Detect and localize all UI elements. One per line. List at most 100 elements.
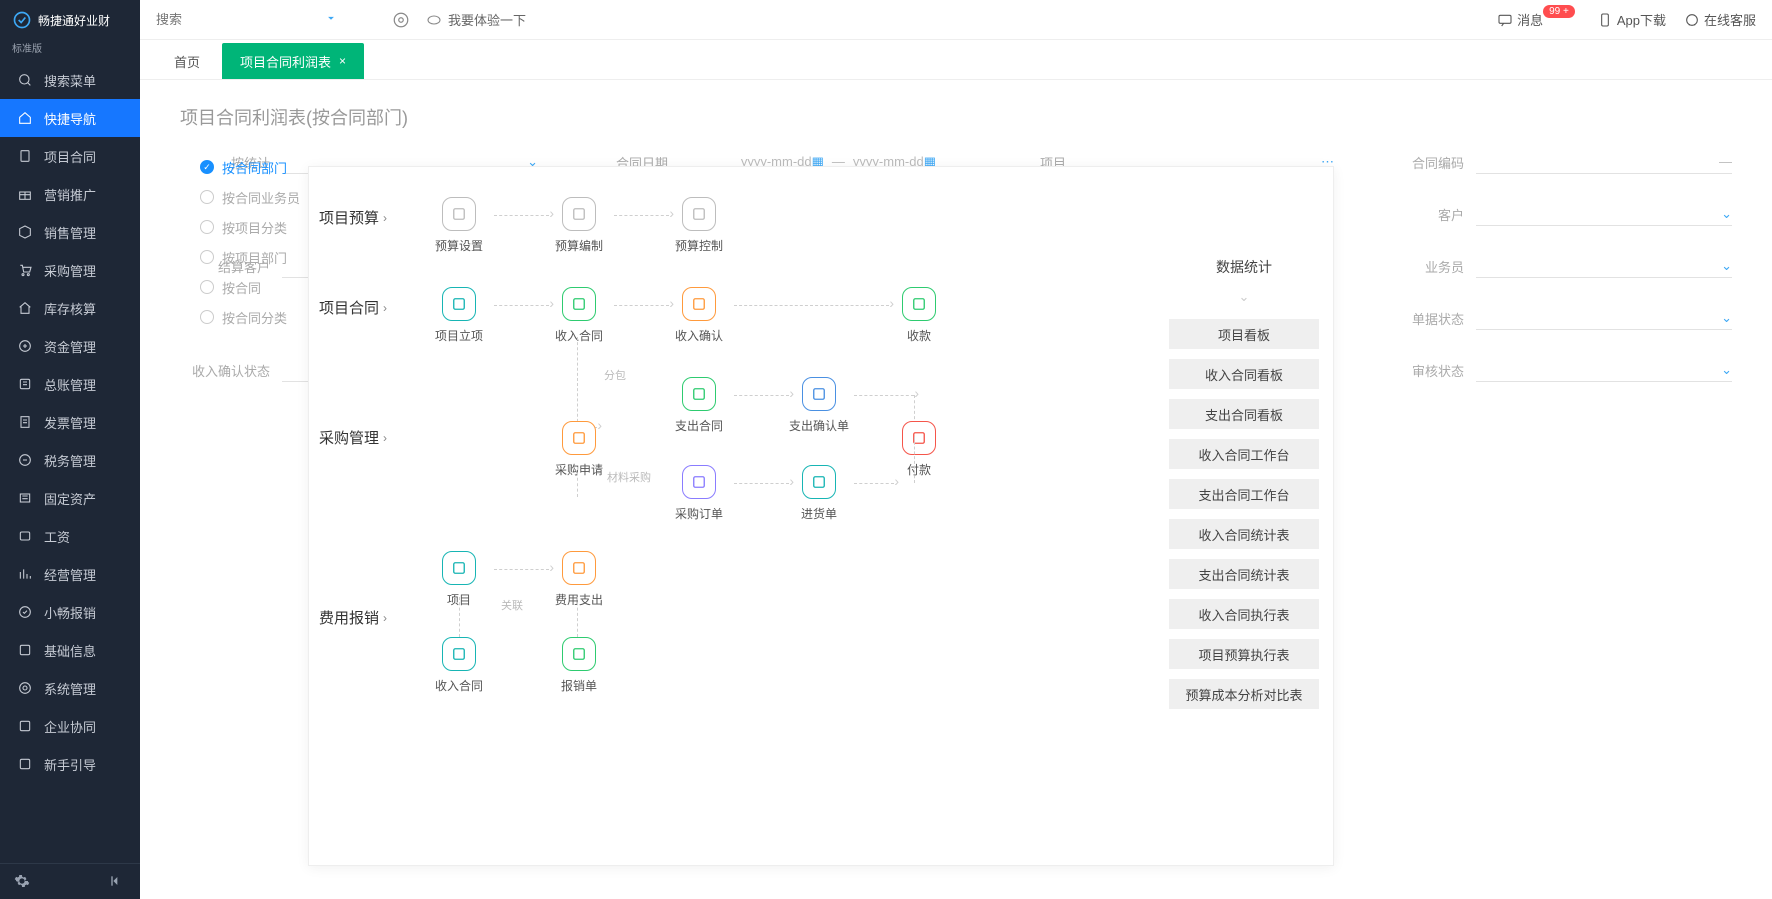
sidebar-item-label: 搜索菜单 <box>44 71 96 90</box>
messages-badge: 99 + <box>1543 5 1575 18</box>
stats-button[interactable]: 预算成本分析对比表 <box>1169 679 1319 709</box>
stats-button[interactable]: 支出合同看板 <box>1169 399 1319 429</box>
section-title: 项目预算› <box>319 207 387 228</box>
tabbar: 首页 项目合同利润表 × <box>140 40 1772 80</box>
gear-icon[interactable] <box>392 11 410 29</box>
sidebar-item-11[interactable]: 固定资产 <box>0 479 140 517</box>
stats-button[interactable]: 支出合同统计表 <box>1169 559 1319 589</box>
stats-panel: 数据统计⌄项目看板收入合同看板支出合同看板收入合同工作台支出合同工作台收入合同统… <box>1169 257 1319 709</box>
stats-button[interactable]: 收入合同统计表 <box>1169 519 1319 549</box>
group-option[interactable]: 按项目分类 <box>170 212 300 242</box>
tax-icon <box>16 451 34 469</box>
flow-node-reimburse[interactable]: 报销单 <box>549 637 609 694</box>
filter-input[interactable]: ⌄ <box>1476 254 1732 278</box>
chevron-down-icon[interactable] <box>324 11 338 28</box>
section-title: 项目合同› <box>319 297 387 318</box>
flow-node-stock_in[interactable]: 进货单 <box>789 465 849 522</box>
sidebar-item-10[interactable]: 税务管理 <box>0 441 140 479</box>
stats-button[interactable]: 支出合同工作台 <box>1169 479 1319 509</box>
global-search-input[interactable] <box>156 12 316 27</box>
topbar: 我要体验一下 消息 99 + App下载 在线客服 <box>140 0 1772 40</box>
sidebar-item-label: 发票管理 <box>44 413 96 432</box>
sidebar-item-label: 项目合同 <box>44 147 96 166</box>
pay-icon <box>16 527 34 545</box>
group-option[interactable]: ✓按合同部门 <box>170 152 300 182</box>
quick-nav-panel: 项目预算›项目合同›采购管理›费用报销›预算设置预算编制预算控制项目立项收入合同… <box>308 166 1334 866</box>
sidebar-item-4[interactable]: 销售管理 <box>0 213 140 251</box>
reimburse-icon <box>16 603 34 621</box>
team-icon <box>16 717 34 735</box>
group-option[interactable]: 按合同分类 <box>170 302 300 332</box>
flow-node-purchase_req[interactable]: 采购申请 <box>549 421 609 478</box>
filter-input[interactable]: — <box>1476 150 1732 174</box>
flow-node-budget_ctrl[interactable]: 预算控制 <box>669 197 729 254</box>
flow-node-expend_contract[interactable]: 支出合同 <box>669 377 729 434</box>
sidebar-item-18[interactable]: 新手引导 <box>0 745 140 783</box>
sidebar-item-0[interactable]: 搜索菜单 <box>0 61 140 99</box>
app-download-link[interactable]: App下载 <box>1597 10 1666 29</box>
settings-icon[interactable] <box>14 873 32 891</box>
flow-node-budget_edit[interactable]: 预算编制 <box>549 197 609 254</box>
flow-node-collect[interactable]: 收款 <box>889 287 949 344</box>
stats-button[interactable]: 项目看板 <box>1169 319 1319 349</box>
info-icon <box>16 641 34 659</box>
flow-canvas: 项目预算›项目合同›采购管理›费用报销›预算设置预算编制预算控制项目立项收入合同… <box>309 167 1333 865</box>
stats-button[interactable]: 收入合同执行表 <box>1169 599 1319 629</box>
flow-node-income_contract2[interactable]: 收入合同 <box>429 637 489 694</box>
bars-icon <box>16 489 34 507</box>
cube-icon <box>16 223 34 241</box>
sidebar-item-label: 工资 <box>44 527 70 546</box>
stats-button[interactable]: 收入合同工作台 <box>1169 439 1319 469</box>
sidebar-item-6[interactable]: 库存核算 <box>0 289 140 327</box>
collapse-icon[interactable] <box>108 873 126 891</box>
sidebar-item-label: 营销推广 <box>44 185 96 204</box>
flow-node-income_confirm[interactable]: 收入确认 <box>669 287 729 344</box>
sidebar-item-15[interactable]: 基础信息 <box>0 631 140 669</box>
flow-node-income_contract[interactable]: 收入合同 <box>549 287 609 344</box>
sidebar-footer <box>0 863 140 899</box>
flow-node-purchase_order[interactable]: 采购订单 <box>669 465 729 522</box>
tab-profit-report[interactable]: 项目合同利润表 × <box>222 43 364 79</box>
filter-field: 单据状态⌄ <box>1374 306 1732 330</box>
sidebar-item-label: 库存核算 <box>44 299 96 318</box>
sidebar-item-label: 系统管理 <box>44 679 96 698</box>
group-option[interactable]: 按合同 <box>170 272 300 302</box>
sidebar-item-12[interactable]: 工资 <box>0 517 140 555</box>
flow-node-proj_approve[interactable]: 项目立项 <box>429 287 489 344</box>
grouping-options: ✓按合同部门按合同业务员按项目分类按项目部门按合同按合同分类 <box>170 152 300 332</box>
filter-field: 客户⌄ <box>1374 202 1732 226</box>
filter-input[interactable]: ⌄ <box>1476 306 1732 330</box>
stats-button[interactable]: 收入合同看板 <box>1169 359 1319 389</box>
sidebar-item-1[interactable]: 快捷导航 <box>0 99 140 137</box>
sidebar-item-3[interactable]: 营销推广 <box>0 175 140 213</box>
stats-button[interactable]: 项目预算执行表 <box>1169 639 1319 669</box>
sidebar-item-label: 销售管理 <box>44 223 96 242</box>
close-icon[interactable]: × <box>339 54 346 68</box>
filter-input[interactable]: ⌄ <box>1476 202 1732 226</box>
filter-input[interactable]: ⌄ <box>1476 358 1732 382</box>
sidebar-item-7[interactable]: 资金管理 <box>0 327 140 365</box>
support-link[interactable]: 在线客服 <box>1684 10 1756 29</box>
sidebar-item-2[interactable]: 项目合同 <box>0 137 140 175</box>
flow-node-pay[interactable]: 付款 <box>889 421 949 478</box>
sidebar-item-14[interactable]: 小畅报销 <box>0 593 140 631</box>
flow-node-expend_confirm[interactable]: 支出确认单 <box>789 377 849 434</box>
sidebar-item-label: 企业协同 <box>44 717 96 736</box>
group-option[interactable]: 按合同业务员 <box>170 182 300 212</box>
tab-home[interactable]: 首页 <box>156 43 218 79</box>
flow-node-budget_setup[interactable]: 预算设置 <box>429 197 489 254</box>
brand-name: 畅捷通好业财 <box>38 12 110 29</box>
sidebar-item-9[interactable]: 发票管理 <box>0 403 140 441</box>
sidebar-item-17[interactable]: 企业协同 <box>0 707 140 745</box>
flow-node-expense_out[interactable]: 费用支出 <box>549 551 609 608</box>
global-search[interactable] <box>156 11 376 28</box>
sidebar-item-16[interactable]: 系统管理 <box>0 669 140 707</box>
search-icon <box>16 71 34 89</box>
try-link[interactable]: 我要体验一下 <box>426 10 526 29</box>
group-option[interactable]: 按项目部门 <box>170 242 300 272</box>
sidebar-item-label: 资金管理 <box>44 337 96 356</box>
messages-link[interactable]: 消息 99 + <box>1497 10 1579 29</box>
sidebar-item-8[interactable]: 总账管理 <box>0 365 140 403</box>
sidebar-item-5[interactable]: 采购管理 <box>0 251 140 289</box>
sidebar-item-13[interactable]: 经营管理 <box>0 555 140 593</box>
